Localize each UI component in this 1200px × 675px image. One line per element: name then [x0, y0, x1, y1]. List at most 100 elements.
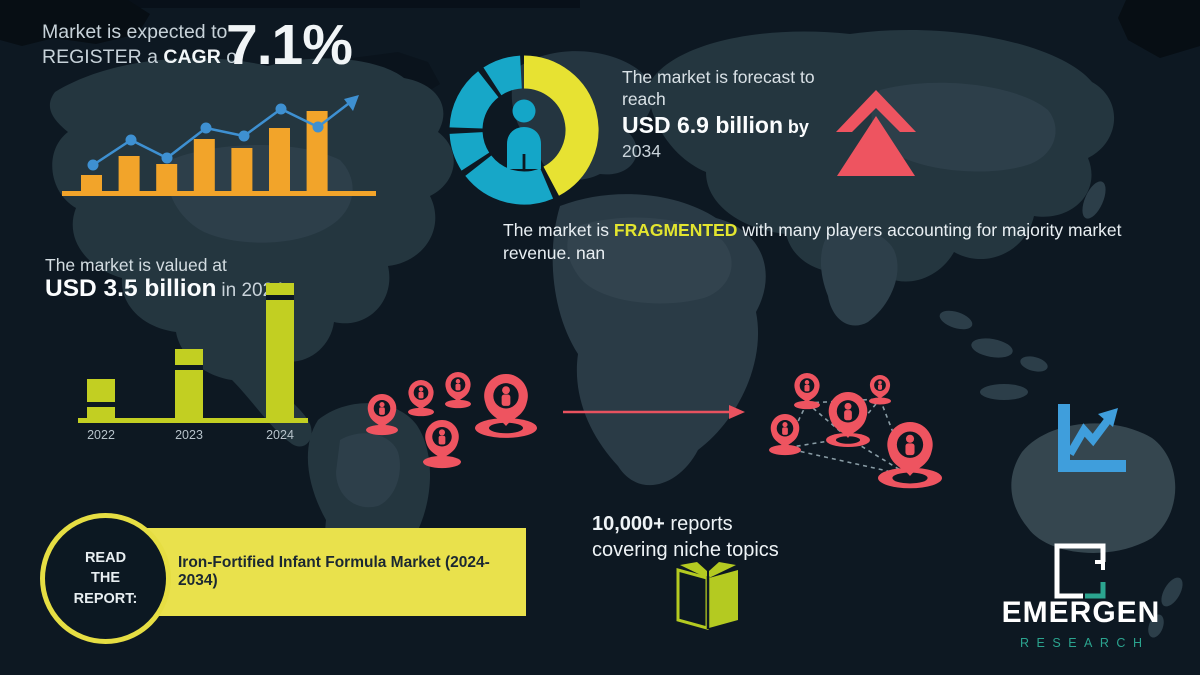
trend-point — [161, 152, 173, 164]
bar — [231, 148, 253, 191]
badge-line3: REPORT: — [73, 590, 138, 607]
pin-person-body — [455, 383, 461, 391]
valuation-line1: The market is valued at — [45, 255, 227, 275]
report-banner[interactable]: Iron-Fortified Infant Formula Market (20… — [130, 528, 526, 616]
market-share-donut-chart — [449, 55, 599, 205]
cagr-value: 7.1% — [226, 13, 353, 77]
badge-line2: THE — [91, 570, 120, 587]
trend-arrow-head — [1098, 408, 1118, 427]
pin-base-hole — [488, 422, 524, 434]
pin-person-head — [844, 402, 852, 410]
map-arctic-west — [0, 0, 150, 46]
cagr-line1: Market is expected to — [42, 21, 228, 43]
pin-base — [794, 400, 820, 410]
map-arctic-east — [1118, 0, 1200, 58]
chart-baseline — [78, 418, 308, 423]
pin-person-body — [438, 435, 446, 445]
pin-person-head — [502, 386, 510, 395]
reports-line2: covering niche topics — [592, 539, 779, 561]
map-island-2 — [971, 338, 1013, 358]
axis-year-label: 2024 — [266, 428, 294, 442]
trend-point — [312, 121, 324, 133]
map-asia-highlight — [871, 82, 1056, 172]
cagr-line2: REGISTER a CAGR of — [42, 46, 243, 68]
map-arctic-strip — [0, 0, 580, 8]
pin-person-head — [438, 429, 446, 436]
logo-mark — [1054, 543, 1106, 599]
book-page-right — [709, 562, 736, 578]
logo-square-white — [1054, 543, 1106, 599]
bar — [306, 111, 328, 191]
valuation-value: USD 3.5 billion — [45, 275, 217, 302]
arrow-triangle — [837, 116, 915, 176]
brand-name: EMERGEN — [1001, 596, 1161, 629]
bar — [156, 164, 178, 191]
pin-person-body — [905, 443, 915, 456]
arrow-chevron — [836, 90, 916, 132]
cagr-headline: Market is expected to REGISTER a CAGR of — [42, 20, 242, 70]
trend-point — [238, 130, 250, 142]
pin-person-body — [877, 384, 883, 390]
read-report-badge[interactable]: READ THE REPORT: — [40, 513, 171, 644]
pin-person-head — [782, 421, 788, 428]
pin-person-head — [804, 380, 810, 385]
trend-arrow-head — [344, 95, 359, 111]
pin-person-body — [418, 391, 424, 399]
trend-point — [200, 122, 212, 134]
brand-block: EMERGEN RESEARCH — [998, 596, 1164, 650]
book-cover-right — [709, 570, 738, 628]
forecast-block: The market is forecast to reach USD 6.9 … — [622, 66, 815, 162]
forecast-year: 2034 — [622, 141, 661, 161]
double-up-arrow-icon — [836, 90, 916, 176]
trend-point — [87, 159, 99, 171]
book-cover-left — [676, 568, 709, 630]
logo-square-teal — [1085, 582, 1106, 599]
donut-segment-yellow-major — [523, 55, 599, 196]
axis-year-label: 2022 — [87, 428, 115, 442]
bar — [269, 128, 290, 191]
donut-segment-teal-2 — [449, 131, 490, 171]
person-icon — [507, 99, 541, 169]
pin-person-head — [418, 387, 424, 392]
pin-base — [869, 397, 891, 405]
reports-count: 10,000+ — [592, 513, 665, 535]
pin-person-head — [878, 380, 882, 385]
bar-stripe — [266, 295, 294, 300]
trend-point — [125, 134, 137, 146]
cagr-word: CAGR — [163, 46, 221, 68]
forecast-value: USD 6.9 billion — [622, 112, 784, 138]
pin-base-hole — [892, 472, 928, 484]
pin-person-body — [844, 410, 852, 421]
bar — [87, 379, 115, 420]
map-south-america-highlight — [336, 433, 400, 508]
fragmented-highlight: FRAGMENTED — [613, 220, 738, 240]
book-page-left — [680, 562, 707, 578]
pin-base-hole — [835, 436, 861, 444]
location-pins-cluster — [366, 371, 537, 469]
map-japan — [1082, 181, 1106, 219]
pin-base — [366, 424, 398, 436]
pin-base — [423, 455, 461, 469]
report-title: Iron-Fortified Infant Formula Market (20… — [178, 554, 490, 589]
trend-line — [92, 103, 349, 167]
pin-person-body — [782, 427, 788, 435]
trend-line — [1066, 417, 1112, 457]
donut-segment-teal-4 — [483, 55, 523, 96]
badge-line1: READ — [84, 550, 127, 567]
growth-chart-icon — [1058, 404, 1126, 472]
forecast-line2: reach — [622, 89, 666, 109]
bar — [266, 283, 294, 420]
bar-stripe — [175, 365, 203, 370]
pin-base — [445, 399, 471, 409]
donut-segment-teal-3 — [449, 71, 500, 130]
chart-baseline — [62, 191, 376, 196]
book-icon — [676, 562, 738, 630]
pin-person-head — [379, 401, 385, 408]
reports-line1: 10,000+ reports — [592, 513, 733, 535]
bar — [81, 175, 102, 191]
pin-person-body — [804, 384, 810, 392]
map-north-america — [49, 58, 454, 447]
flow-arrow — [563, 405, 745, 419]
map-new-zealand-1 — [1161, 577, 1183, 607]
pin-base — [408, 407, 434, 417]
